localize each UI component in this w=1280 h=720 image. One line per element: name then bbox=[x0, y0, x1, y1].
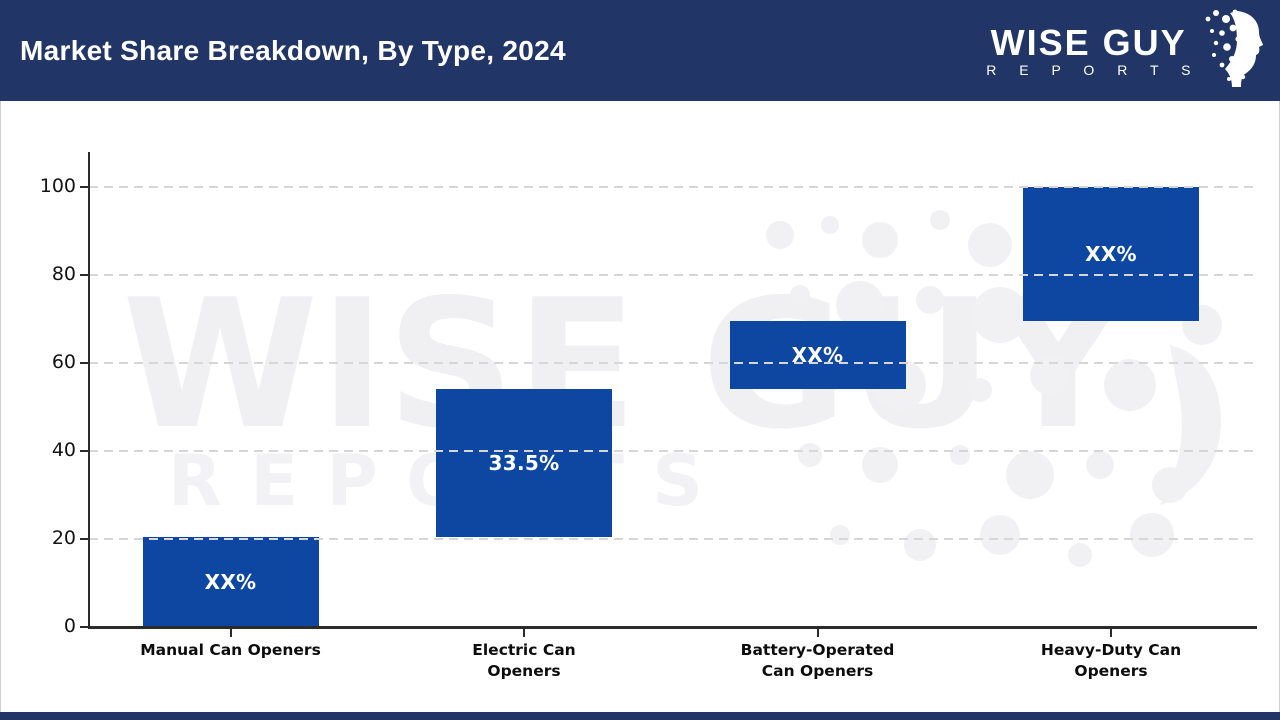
x-axis-category-label-line: Heavy-Duty Can bbox=[1040, 641, 1182, 659]
y-axis-tick-label: 40 bbox=[51, 439, 76, 461]
x-axis-tick bbox=[1110, 628, 1112, 637]
y-axis-tick-label: 20 bbox=[51, 527, 76, 549]
brand-subname: R E P O R T S bbox=[986, 62, 1200, 79]
dot-face-profile-icon bbox=[1202, 7, 1266, 95]
x-axis-category-label: Electric Can Openers bbox=[394, 640, 654, 682]
gridline bbox=[89, 450, 1256, 452]
y-axis-tick bbox=[80, 450, 88, 452]
y-axis-tick-label: 0 bbox=[63, 615, 76, 637]
x-axis-line bbox=[88, 626, 1257, 629]
y-axis-tick-label: 60 bbox=[51, 351, 76, 373]
x-axis-category-label-line: Electric Can bbox=[472, 641, 576, 659]
watermark-text-large: WISE GUY bbox=[122, 261, 1124, 468]
x-axis-tick bbox=[816, 628, 819, 637]
y-axis-tick-label: 100 bbox=[39, 175, 76, 197]
gridline bbox=[89, 538, 1256, 540]
header-banner: Market Share Breakdown, By Type, 2024 WI… bbox=[0, 0, 1280, 101]
x-axis-category-label-line: Manual Can Openers bbox=[140, 641, 321, 659]
brand-logo: WISE GUY R E P O R T S bbox=[977, 8, 1266, 94]
x-axis-category-label-line: Openers bbox=[1074, 662, 1148, 680]
bar-value-label: XX% bbox=[1085, 242, 1137, 267]
y-axis-line bbox=[88, 152, 90, 629]
x-axis-category-label-line: Can Openers bbox=[761, 662, 874, 680]
x-axis-category-label: Battery-Operated Can Openers bbox=[688, 640, 948, 682]
bar-value-label: 33.5% bbox=[488, 451, 560, 476]
page-title: Market Share Breakdown, By Type, 2024 bbox=[20, 34, 566, 66]
watermark-text-small: R E P O R T S bbox=[168, 440, 705, 522]
y-axis-tick bbox=[80, 538, 88, 540]
y-axis-tick bbox=[80, 626, 88, 628]
y-axis-tick-label: 80 bbox=[51, 263, 76, 285]
gridline bbox=[89, 186, 1256, 188]
brand-name: WISE GUY bbox=[990, 21, 1187, 63]
x-axis-tick bbox=[229, 628, 232, 637]
x-axis-tick bbox=[523, 628, 525, 637]
gridline bbox=[89, 274, 1256, 276]
bar-segment[interactable]: XX% bbox=[142, 536, 319, 627]
x-axis-category-label-line: Openers bbox=[487, 662, 561, 680]
x-axis-category-label: Heavy-Duty Can Openers bbox=[981, 640, 1241, 682]
footer-bar bbox=[0, 712, 1280, 720]
bar-segment[interactable]: XX% bbox=[729, 321, 906, 390]
bar-segment[interactable]: 33.5% bbox=[436, 389, 612, 537]
y-axis-tick bbox=[80, 186, 88, 188]
brand-logo-text: WISE GUY R E P O R T S bbox=[977, 21, 1200, 79]
x-axis-category-label: Manual Can Openers bbox=[101, 640, 361, 661]
y-axis-tick bbox=[80, 362, 88, 364]
bar-segment[interactable]: XX% bbox=[1023, 187, 1199, 322]
x-axis-category-label-line: Battery-Operated bbox=[740, 641, 895, 659]
bar-value-label: XX% bbox=[204, 569, 257, 594]
gridline bbox=[89, 362, 1256, 364]
y-axis-tick bbox=[80, 274, 88, 276]
